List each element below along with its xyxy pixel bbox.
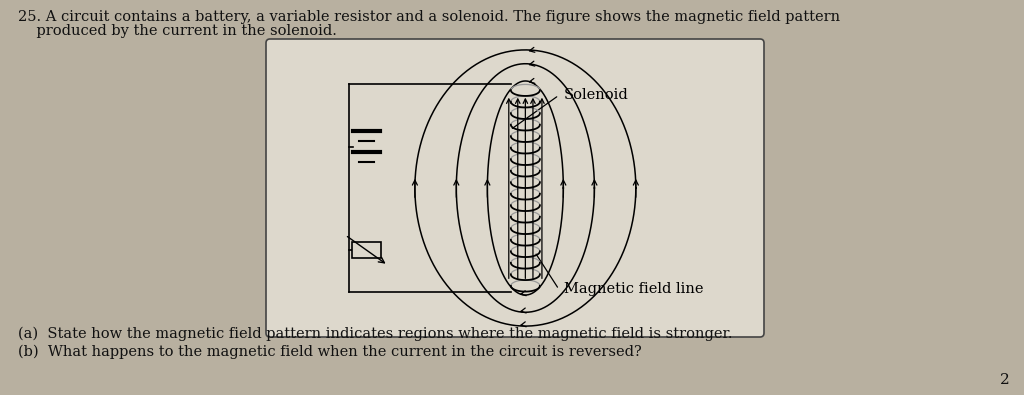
Text: 25. A circuit contains a battery, a variable resistor and a solenoid. The figure: 25. A circuit contains a battery, a vari… (18, 10, 840, 24)
FancyBboxPatch shape (266, 39, 764, 337)
Text: 2: 2 (1000, 373, 1010, 387)
Text: Magnetic field line: Magnetic field line (564, 282, 703, 297)
Text: (a)  State how the magnetic field pattern indicates regions where the magnetic f: (a) State how the magnetic field pattern… (18, 327, 732, 341)
Text: (b)  What happens to the magnetic field when the current in the circuit is rever: (b) What happens to the magnetic field w… (18, 345, 642, 359)
Bar (352, 242, 381, 258)
Text: produced by the current in the solenoid.: produced by the current in the solenoid. (18, 24, 337, 38)
Text: Solenoid: Solenoid (564, 88, 629, 102)
